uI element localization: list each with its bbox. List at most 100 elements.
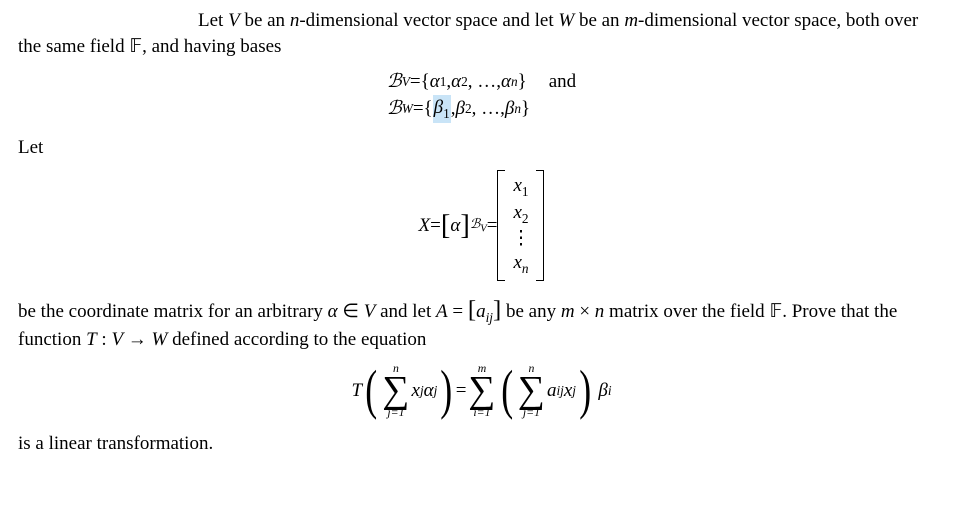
BV-sub: V: [402, 73, 410, 91]
xj: x: [412, 378, 420, 404]
var-W: W: [558, 10, 574, 31]
coord-matrix: x1 x2 ⋮ xn: [497, 170, 544, 281]
paragraph-mid: be the coordinate matrix for an arbitrar…: [18, 293, 945, 352]
betai-sub: i: [608, 382, 612, 400]
var-V: V: [228, 10, 240, 31]
xn-sub: n: [522, 261, 529, 276]
paragraph-end: is a linear transformation.: [18, 431, 945, 457]
beta2-sub: 2: [465, 100, 472, 118]
paragraph-intro: Let V be an n-dimensional vector space a…: [18, 8, 945, 59]
eq: =: [487, 213, 498, 239]
txt: Let: [198, 10, 228, 31]
txt: is a linear transformation.: [18, 433, 213, 454]
alphaj: α: [424, 378, 434, 404]
var-V: V: [364, 301, 376, 322]
var-n: n: [595, 301, 605, 322]
txt: -dimensional vector space and let: [299, 10, 558, 31]
eq: =: [413, 96, 424, 122]
x1-sub: 1: [522, 184, 529, 199]
rparen: ): [579, 371, 591, 410]
alpha2-sub: 2: [461, 73, 468, 91]
eq: =: [430, 213, 441, 239]
alpha: α: [450, 213, 460, 239]
lbracket: [: [468, 296, 476, 323]
rparen: ): [441, 371, 453, 410]
xj-sub: j: [572, 382, 576, 400]
arrow: →: [123, 329, 152, 350]
rbrace: }: [521, 96, 530, 122]
alphan-sub: n: [511, 73, 518, 91]
highlight-beta1: β1: [433, 95, 451, 123]
colon: :: [97, 329, 112, 350]
times: ×: [575, 301, 595, 322]
vdots: ⋮: [511, 227, 530, 251]
x2: x: [513, 202, 521, 223]
eq: =: [456, 378, 467, 404]
basis-BV: ℬ: [387, 69, 402, 95]
beta1-sub: 1: [443, 106, 450, 121]
txt: , and having bases: [142, 36, 281, 57]
x1: x: [513, 175, 521, 196]
sum-i: m ∑ i=1: [468, 363, 495, 419]
var-V: V: [111, 329, 123, 350]
beta2: β: [456, 96, 465, 122]
var-m: m: [561, 301, 575, 322]
var-A: A: [436, 301, 448, 322]
var-T: T: [86, 329, 97, 350]
sum-bot: i=1: [473, 407, 490, 419]
var-T: T: [351, 378, 362, 404]
eq-coord: X = [α]ℬV = x1 x2 ⋮ xn: [18, 170, 945, 281]
rbrace: }: [518, 69, 527, 95]
sum-j2: n ∑ j=1: [518, 363, 545, 419]
let: Let: [18, 137, 43, 158]
and: and: [549, 69, 576, 95]
paragraph-let: Let: [18, 135, 945, 161]
xn: x: [513, 252, 521, 273]
aij: a: [547, 378, 557, 404]
sigma-icon: ∑: [468, 374, 495, 406]
txt: defined according to the equation: [167, 329, 426, 350]
betan: β: [505, 96, 514, 122]
txt: and let: [375, 301, 436, 322]
lparen: (: [365, 371, 377, 410]
sigma-icon: ∑: [382, 374, 409, 406]
lbrace: {: [421, 69, 430, 95]
txt: be an: [574, 10, 624, 31]
betai: β: [598, 378, 607, 404]
alpha2: α: [451, 69, 461, 95]
field-F: 𝔽: [769, 301, 782, 322]
beta1: β: [434, 97, 443, 118]
eq: =: [410, 69, 421, 95]
alphaj-sub: j: [434, 382, 438, 400]
lparen: (: [501, 371, 513, 410]
BW-sub: W: [402, 100, 413, 118]
txt: be any: [501, 301, 561, 322]
alphan: α: [501, 69, 511, 95]
sigma-icon: ∑: [518, 374, 545, 406]
eq-bases: ℬV = {α1, α2, …, αn} and ℬW = {β1, β2, ……: [18, 69, 945, 122]
alpha1-sub: 1: [440, 73, 447, 91]
txt: be the coordinate matrix for an arbitrar…: [18, 301, 328, 322]
coord-sub-B: ℬ: [470, 216, 480, 231]
lbrace: {: [424, 96, 433, 122]
dots: , …,: [468, 69, 501, 95]
var-X: X: [419, 213, 431, 239]
alpha1: α: [430, 69, 440, 95]
in: ∈: [338, 301, 364, 322]
eq: =: [448, 301, 468, 322]
sum-j: n ∑ j=1: [382, 363, 409, 419]
sum-bot: j=1: [387, 407, 404, 419]
sum-bot: j=1: [523, 407, 540, 419]
var-n: n: [290, 10, 300, 31]
rbracket: ]: [493, 296, 501, 323]
x2-sub: 2: [522, 211, 529, 226]
eq-T: T ( n ∑ j=1 xjαj ) = m ∑ i=1 ( n ∑ j=1 a…: [18, 363, 945, 419]
var-m: m: [624, 10, 638, 31]
rbracket: ]: [460, 207, 470, 245]
field-F: 𝔽: [129, 36, 142, 57]
alpha: α: [328, 301, 338, 322]
aij: a: [476, 301, 486, 322]
lbracket: [: [441, 207, 451, 245]
betan-sub: n: [514, 100, 521, 118]
basis-BW: ℬ: [387, 96, 402, 122]
